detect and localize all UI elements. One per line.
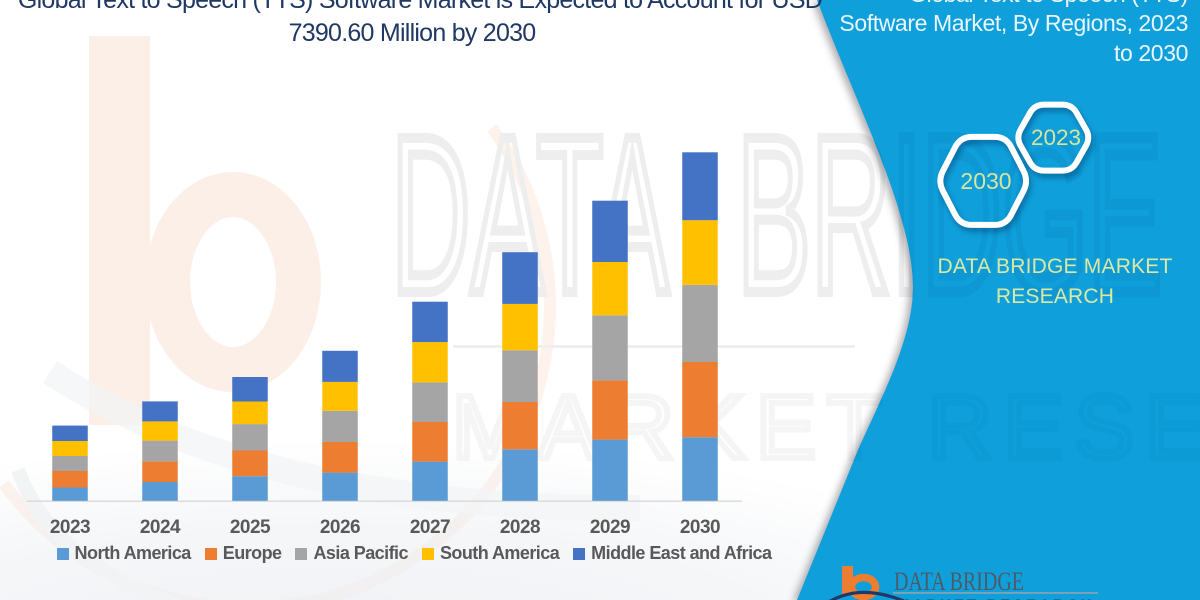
svg-text:DATA BRIDGE: DATA BRIDGE	[894, 567, 1024, 596]
svg-text:MARKET RESEARCH: MARKET RESEARCH	[897, 597, 1095, 600]
